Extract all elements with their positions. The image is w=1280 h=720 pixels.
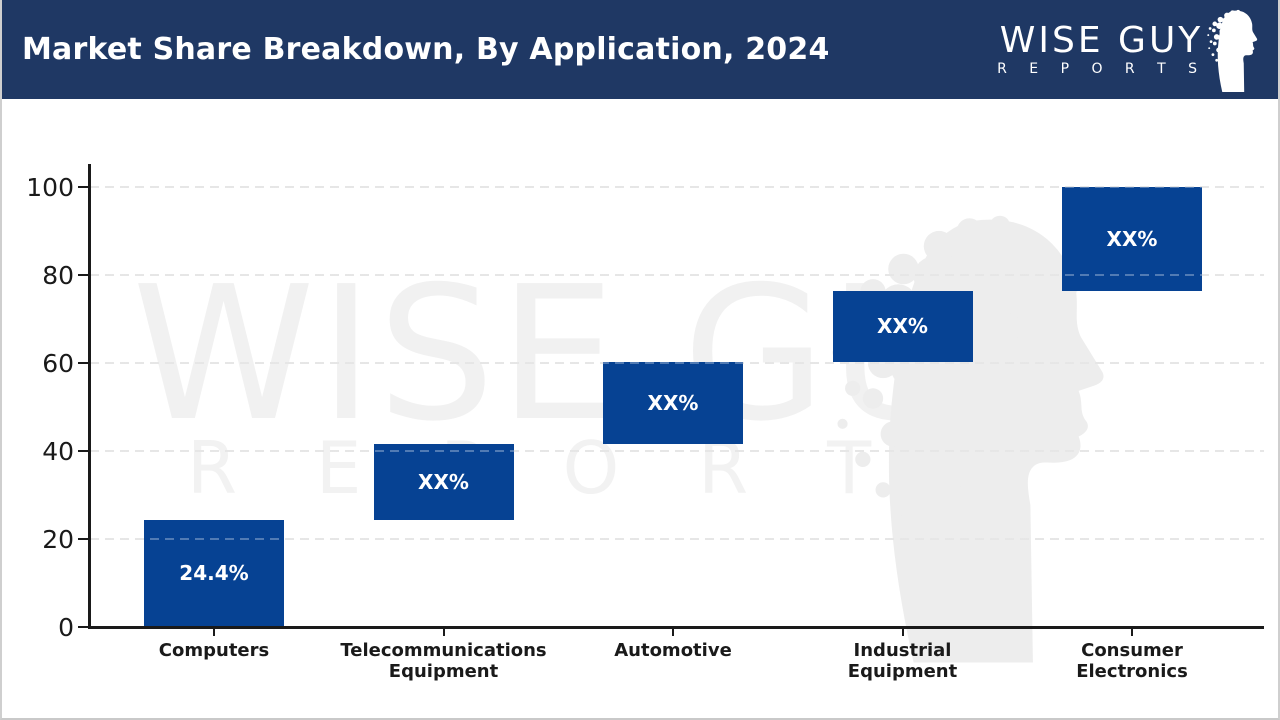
gridline-80	[90, 274, 1264, 276]
wiseguy-face-icon	[1207, 9, 1258, 92]
y-tick-label-0: 0	[58, 613, 74, 642]
y-tick-label-20: 20	[42, 525, 74, 554]
y-tick-100	[78, 186, 88, 188]
wiseguy-logo-wordmark: WISE GUY	[999, 19, 1204, 61]
x-category-label-consumer-electronics: Consumer Electronics	[1076, 640, 1188, 682]
y-tick-80	[78, 274, 88, 276]
x-tick-consumer-electronics	[1131, 628, 1133, 636]
x-axis-spine	[88, 626, 1264, 629]
bar-value-label: XX%	[418, 470, 469, 494]
gridline-60	[90, 362, 1264, 364]
x-tick-telecommunications-equipment	[442, 628, 445, 636]
y-tick-label-80: 80	[42, 261, 74, 290]
bar-consumer-electronics: XX%	[1062, 187, 1202, 292]
gridline-20	[90, 538, 1264, 540]
wiseguy-logo-reports: R E P O R T S	[997, 60, 1206, 77]
y-tick-0	[78, 626, 88, 628]
gridline-100	[90, 186, 1264, 188]
chart-title: Market Share Breakdown, By Application, …	[22, 32, 830, 67]
gridline-40	[90, 450, 1264, 452]
bar-value-label: XX%	[647, 391, 699, 416]
y-tick-label-60: 60	[42, 349, 74, 378]
x-tick-industrial-equipment	[901, 628, 904, 636]
bar-telecommunications-equipment: XX%	[373, 444, 514, 520]
x-tick-automotive	[672, 628, 674, 636]
x-category-label-telecommunications-equipment: Telecommunications Equipment	[340, 640, 547, 682]
bar-automotive: XX%	[603, 361, 743, 445]
header-bar: Market Share Breakdown, By Application, …	[2, 0, 1278, 99]
gridline-80	[90, 274, 1264, 276]
gridline-20	[90, 538, 1264, 540]
gridline-40	[90, 450, 1264, 452]
y-tick-40	[78, 450, 88, 452]
bar-industrial-equipment: XX%	[832, 291, 973, 362]
wiseguy-logo: WISE GUY R E P O R T S	[997, 8, 1264, 92]
y-tick-label-100: 100	[26, 173, 74, 202]
y-tick-60	[78, 362, 88, 364]
y-axis-spine	[88, 164, 91, 629]
bar-value-label: 24.4%	[179, 561, 249, 586]
x-category-label-computers: Computers	[158, 640, 270, 661]
x-category-label-industrial-equipment: Industrial Equipment	[847, 640, 958, 682]
x-category-label-automotive: Automotive	[614, 640, 732, 661]
bar-value-label: XX%	[1106, 227, 1158, 252]
bar-computers: 24.4%	[144, 519, 284, 627]
y-tick-label-40: 40	[42, 437, 74, 466]
y-tick-20	[78, 538, 88, 540]
watermark-reports: R E P O R T S	[187, 426, 1024, 510]
gridline-100	[90, 186, 1264, 188]
bar-value-label: XX%	[877, 314, 928, 339]
wiseguy-logo-text: WISE GUY R E P O R T S	[997, 19, 1206, 77]
x-tick-computers	[213, 628, 215, 636]
